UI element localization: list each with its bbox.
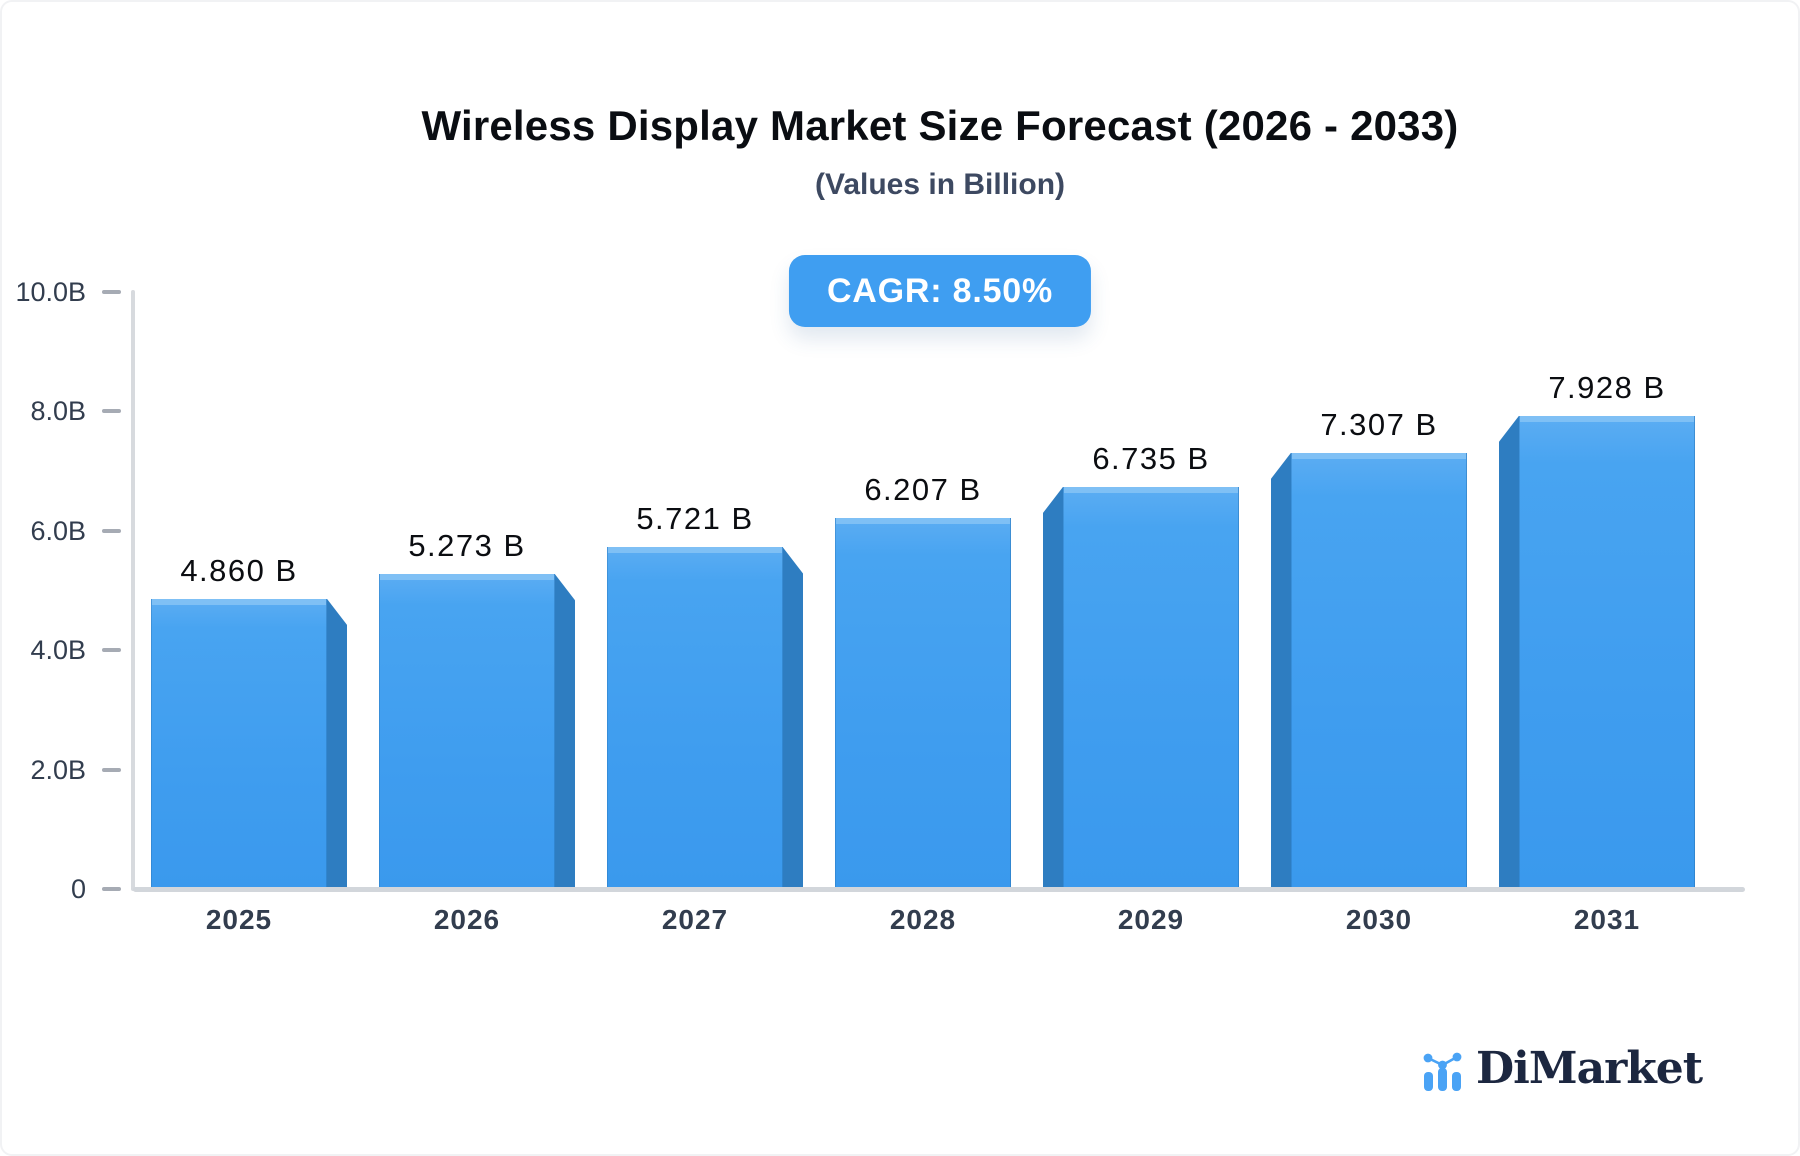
bar-2030 — [1291, 452, 1467, 891]
x-tick-label-2025: 2025 — [205, 904, 273, 935]
bar-2031 — [1519, 415, 1695, 891]
bar-side-3d — [1043, 486, 1063, 891]
bar-value-label: 7.307 B — [1320, 406, 1438, 442]
bar-side-3d — [327, 598, 347, 891]
x-tick-label-2027: 2027 — [661, 904, 729, 935]
x-axis-line — [133, 887, 1745, 892]
bar-value-label: 5.273 B — [408, 528, 526, 564]
x-tick-label-2028: 2028 — [889, 904, 957, 935]
y-tick-dash — [102, 767, 121, 772]
bar-value-label: 4.860 B — [180, 552, 298, 588]
bar-side-3d — [783, 547, 803, 891]
y-tick-label: 8.0B — [30, 396, 86, 427]
x-tick-label-2031: 2031 — [1573, 904, 1641, 935]
chart-subtitle: (Values in Billion) — [814, 168, 1066, 201]
y-tick-dash — [102, 290, 121, 294]
y-axis-line — [131, 290, 135, 891]
y-tick-label: 10.0B — [15, 277, 86, 307]
bar-side-3d — [1271, 452, 1291, 891]
bar-value-label: 6.735 B — [1092, 440, 1210, 476]
y-tick-label: 4.0B — [30, 635, 86, 666]
y-tick-dash — [102, 409, 121, 414]
cagr-badge: CAGR: 8.50% — [788, 255, 1092, 327]
x-tick-label-2030: 2030 — [1345, 904, 1413, 935]
x-tick-label-2026: 2026 — [433, 904, 501, 935]
bar-2026 — [379, 574, 555, 891]
bar-side-3d — [555, 574, 575, 891]
x-tick-label-2029: 2029 — [1117, 904, 1185, 935]
mini-bar-line-chart-icon — [1423, 1052, 1462, 1091]
y-tick-dash — [102, 887, 121, 891]
y-tick-label: 0 — [70, 874, 86, 904]
y-tick-label: 2.0B — [30, 754, 86, 785]
brand-logo: DiMarket — [1422, 1040, 1703, 1094]
bar-2025 — [151, 598, 327, 891]
y-tick-label: 6.0B — [30, 515, 86, 546]
bar-value-label: 6.207 B — [864, 472, 982, 508]
bar-2028 — [835, 518, 1011, 891]
y-tick-dash — [102, 528, 121, 533]
chart-title: Wireless Display Market Size Forecast (2… — [421, 102, 1459, 149]
bar-value-label: 7.928 B — [1548, 369, 1666, 405]
bar-side-3d — [1499, 415, 1519, 891]
y-tick-dash — [102, 648, 121, 653]
logo-text: DiMarket — [1476, 1043, 1703, 1094]
bar-2029 — [1063, 486, 1239, 891]
bar-value-label: 5.721 B — [636, 501, 754, 537]
bar-2027 — [607, 547, 783, 891]
